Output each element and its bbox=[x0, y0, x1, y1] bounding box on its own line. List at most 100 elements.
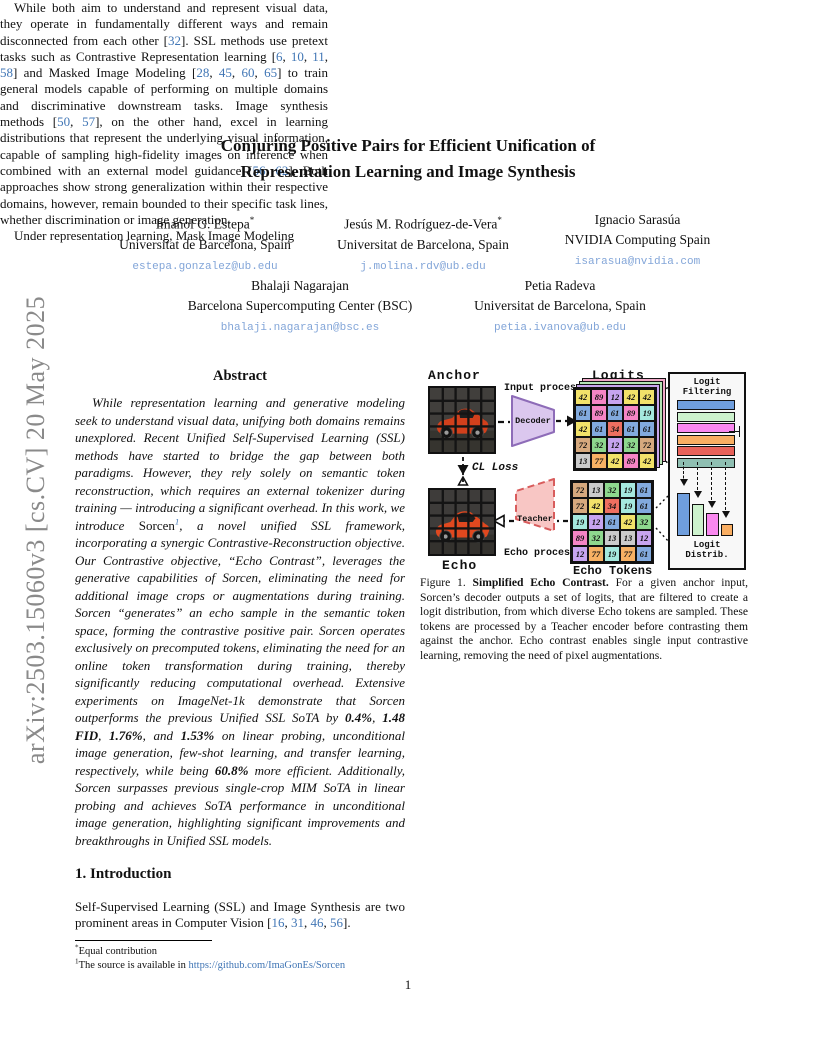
author-affiliation: Barcelona Supercomputing Center (BSC) bbox=[187, 298, 413, 313]
token-cell: 61 bbox=[636, 498, 652, 514]
figure-1: Anchor Input processing Decoder Logits 4… bbox=[420, 368, 748, 578]
token-cell: 61 bbox=[575, 405, 591, 421]
token-cell: 72 bbox=[575, 437, 591, 453]
token-cell: 72 bbox=[572, 482, 588, 498]
token-cell: 77 bbox=[620, 546, 636, 562]
token-cell: 89 bbox=[572, 530, 588, 546]
token-cell: 19 bbox=[620, 482, 636, 498]
token-cell: 42 bbox=[639, 453, 655, 469]
filter-bar bbox=[677, 446, 735, 457]
author-name: Jesús M. Rodríguez-de-Vera* bbox=[344, 215, 502, 232]
token-cell: 13 bbox=[604, 530, 620, 546]
abstract-heading: Abstract bbox=[213, 368, 267, 384]
input-processing-label: Input processing bbox=[504, 383, 601, 394]
token-cell: 34 bbox=[607, 421, 623, 437]
token-cell: 42 bbox=[588, 498, 604, 514]
decoder-label: Decoder bbox=[515, 416, 551, 426]
token-cell: 42 bbox=[620, 514, 636, 530]
body-paragraph: Under representation learning, Mask Imag… bbox=[14, 228, 295, 244]
author-affiliation: Universitat de Barcelona, Spain bbox=[119, 236, 291, 252]
token-cell: 72 bbox=[572, 498, 588, 514]
dashed-arrow bbox=[707, 462, 716, 508]
distribution-bar bbox=[720, 524, 733, 536]
figure-caption: Figure 1. Simplified Echo Contrast. For … bbox=[420, 576, 748, 662]
filter-bar bbox=[677, 423, 735, 434]
token-cell: 12 bbox=[607, 437, 623, 453]
token-cell: 89 bbox=[591, 405, 607, 421]
echo-car-image bbox=[428, 488, 496, 556]
token-cell: 13 bbox=[620, 530, 636, 546]
dashed-arrow bbox=[679, 462, 688, 486]
token-cell: 12 bbox=[636, 530, 652, 546]
token-cell: 19 bbox=[620, 498, 636, 514]
author-name: Bhalaji Nagarajan bbox=[251, 278, 349, 293]
token-cell: 61 bbox=[607, 405, 623, 421]
token-cell: 19 bbox=[639, 405, 655, 421]
token-cell: 32 bbox=[604, 482, 620, 498]
author-email-link[interactable]: j.molina.rdv@ub.edu bbox=[360, 260, 486, 273]
author-email-link[interactable]: isarasua@nvidia.com bbox=[574, 256, 701, 268]
body-text-right-column: While both aim to understand and represe… bbox=[0, 0, 328, 244]
filter-bar bbox=[677, 457, 735, 468]
token-cell: 89 bbox=[623, 405, 639, 421]
token-cell: 34 bbox=[604, 498, 620, 514]
token-cell: 61 bbox=[591, 421, 607, 437]
introduction-text: Self-Supervised Learning (SSL) and Image… bbox=[75, 899, 405, 931]
dashed-arrow bbox=[693, 462, 702, 498]
token-cell: 77 bbox=[588, 546, 604, 562]
echo-processing-label: Echo processing bbox=[504, 548, 595, 559]
author-block: Ignacio Sarasúa NVIDIA Computing Spain i… bbox=[505, 210, 770, 272]
token-cell: 19 bbox=[572, 514, 588, 530]
token-cell: 61 bbox=[636, 482, 652, 498]
token-cell: 12 bbox=[588, 514, 604, 530]
abstract-text: While representation learning and genera… bbox=[75, 395, 405, 848]
cl-loss-label: CL Loss bbox=[472, 462, 519, 474]
distribution-bar bbox=[677, 493, 690, 536]
token-cell: 13 bbox=[575, 453, 591, 469]
author-block: Bhalaji Nagarajan Barcelona Supercomputi… bbox=[155, 276, 445, 338]
author-affiliation: Universitat de Barcelona, Spain bbox=[337, 236, 509, 252]
token-cell: 42 bbox=[575, 389, 591, 405]
arxiv-watermark: arXiv:2503.15060v3 [cs.CV] 20 May 2025 bbox=[21, 295, 50, 765]
echo-label: Echo bbox=[442, 558, 478, 573]
distribution-bar bbox=[691, 504, 704, 536]
token-cell: 32 bbox=[623, 437, 639, 453]
author-affiliation: Universitat de Barcelona, Spain bbox=[474, 298, 646, 313]
title-line-1: Conjuring Positive Pairs for Efficient U… bbox=[220, 136, 596, 155]
author-block: Petia Radeva Universitat de Barcelona, S… bbox=[420, 276, 700, 338]
token-cell: 61 bbox=[623, 421, 639, 437]
filter-bar bbox=[677, 411, 735, 422]
token-cell: 89 bbox=[591, 389, 607, 405]
title-line-2: Representation Learning and Image Synthe… bbox=[240, 162, 576, 181]
token-cell: 12 bbox=[607, 389, 623, 405]
token-cell: 42 bbox=[639, 389, 655, 405]
author-email-link[interactable]: estepa.gonzalez@ub.edu bbox=[132, 260, 278, 273]
token-cell: 77 bbox=[591, 453, 607, 469]
logits-token-grid: 42 89 12 42 42 61 89 61 89 19 42 61 34 61 61 72 32 12 32 72… bbox=[573, 387, 657, 471]
author-block: Jesús M. Rodríguez-de-Vera* Universitat … bbox=[288, 210, 558, 277]
author-affiliation: NVIDIA Computing Spain bbox=[564, 232, 711, 247]
anchor-car-image bbox=[428, 386, 496, 454]
echo-tokens-label: Echo Tokens bbox=[573, 564, 653, 578]
footnote-rule bbox=[75, 940, 212, 941]
token-cell: 42 bbox=[623, 389, 639, 405]
author-email-link[interactable]: bhalaji.nagarajan@bsc.es bbox=[220, 322, 380, 334]
token-cell: 61 bbox=[636, 546, 652, 562]
token-cell: 19 bbox=[604, 546, 620, 562]
footnote-source-link[interactable]: 1The source is available in https://gith… bbox=[75, 957, 346, 971]
footnote-equal-contribution: *Equal contribution bbox=[75, 943, 158, 957]
token-cell: 32 bbox=[591, 437, 607, 453]
author-name: Petia Radeva bbox=[524, 278, 596, 293]
token-cell: 89 bbox=[623, 453, 639, 469]
equal-contribution-mark: * bbox=[497, 215, 502, 225]
logit-filtering-label: Logit Filtering bbox=[682, 377, 732, 397]
author-block: Imanol G. Estepa* Universitat de Barcelo… bbox=[70, 210, 340, 277]
equal-contribution-mark: * bbox=[249, 215, 255, 225]
page-number: 1 bbox=[404, 977, 412, 992]
body-paragraph: While both aim to understand and represe… bbox=[0, 0, 329, 227]
author-email-link[interactable]: petia.ivanova@ub.edu bbox=[493, 322, 627, 334]
token-cell: 42 bbox=[575, 421, 591, 437]
logit-filtering-panel: Logit Filtering Logit Distrib. bbox=[668, 372, 746, 570]
footnotes: *Equal contribution 1The source is avail… bbox=[75, 940, 405, 972]
